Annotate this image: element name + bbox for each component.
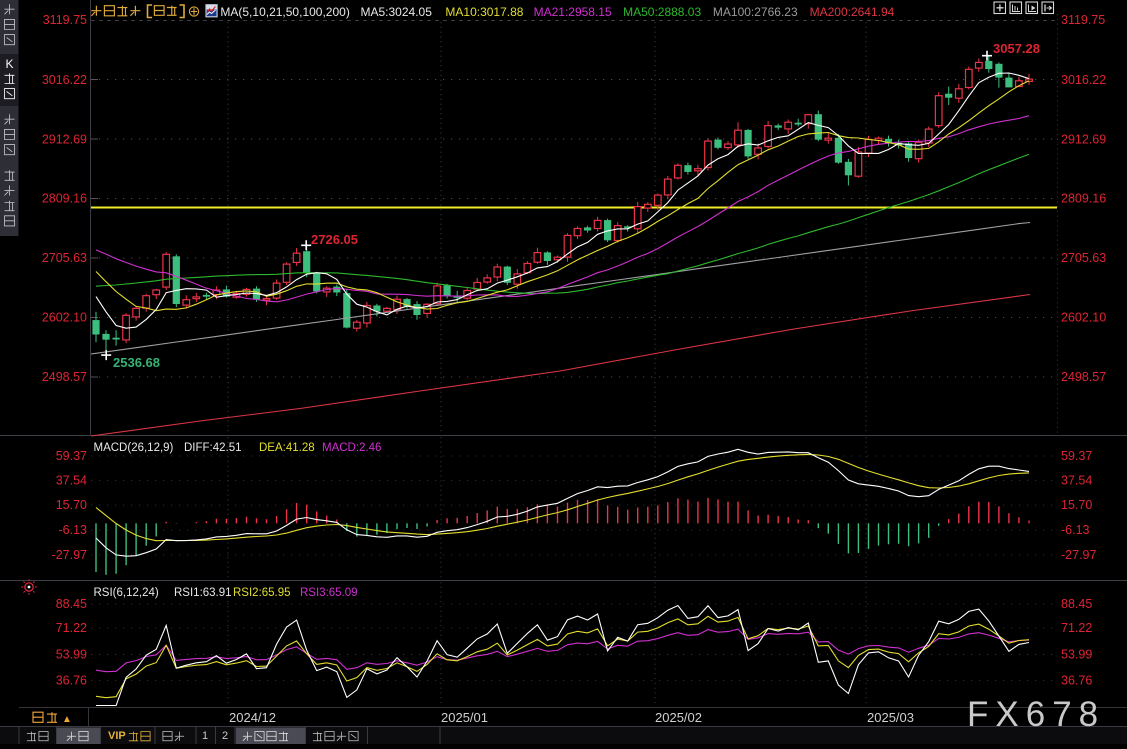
svg-text:2: 2 — [222, 730, 228, 742]
svg-text:MA50:2888.03: MA50:2888.03 — [623, 5, 701, 19]
svg-text:2536.68: 2536.68 — [113, 355, 160, 370]
svg-text:15.70: 15.70 — [1061, 498, 1092, 512]
svg-text:3057.28: 3057.28 — [993, 41, 1040, 56]
svg-text:MA10:3017.88: MA10:3017.88 — [445, 5, 523, 19]
svg-text:36.76: 36.76 — [1061, 674, 1092, 688]
svg-text:37.54: 37.54 — [56, 474, 87, 488]
svg-text:MA21:2958.15: MA21:2958.15 — [534, 5, 612, 19]
svg-text:RSI2:65.95: RSI2:65.95 — [233, 587, 291, 599]
svg-text:3119.75: 3119.75 — [1061, 13, 1105, 27]
svg-text:3119.75: 3119.75 — [43, 13, 87, 27]
svg-text:-6.13: -6.13 — [59, 523, 88, 537]
svg-text:59.37: 59.37 — [56, 449, 87, 463]
svg-text:2726.05: 2726.05 — [311, 232, 358, 247]
svg-text:71.22: 71.22 — [1061, 621, 1092, 635]
svg-text:2498.57: 2498.57 — [42, 370, 87, 384]
svg-text:53.99: 53.99 — [56, 648, 87, 662]
svg-text:DIFF:42.51: DIFF:42.51 — [184, 442, 242, 454]
svg-text:2024/12: 2024/12 — [229, 710, 276, 725]
svg-text:-6.13: -6.13 — [1061, 523, 1090, 537]
svg-text:RSI(6,12,24): RSI(6,12,24) — [94, 587, 159, 599]
svg-text:3016.22: 3016.22 — [42, 73, 87, 87]
svg-text:2025/02: 2025/02 — [655, 710, 702, 725]
svg-text:88.45: 88.45 — [56, 597, 87, 611]
svg-text:MACD(26,12,9): MACD(26,12,9) — [94, 442, 174, 454]
svg-text:37.54: 37.54 — [1061, 474, 1092, 488]
svg-text:53.99: 53.99 — [1061, 648, 1092, 662]
svg-text:2602.10: 2602.10 — [42, 311, 87, 325]
svg-text:MA(5,10,21,50,100,200): MA(5,10,21,50,100,200) — [220, 5, 349, 19]
svg-text:2025/03: 2025/03 — [867, 710, 914, 725]
svg-text:MA5:3024.05: MA5:3024.05 — [361, 5, 433, 19]
svg-text:2705.63: 2705.63 — [42, 251, 87, 265]
svg-text:2912.69: 2912.69 — [42, 133, 87, 147]
svg-text:▲: ▲ — [62, 714, 72, 725]
svg-text:2705.63: 2705.63 — [1061, 251, 1106, 265]
svg-text:RSI1:63.91: RSI1:63.91 — [174, 587, 232, 599]
svg-text:VIP: VIP — [108, 730, 126, 742]
svg-text:2809.16: 2809.16 — [42, 192, 87, 206]
svg-text:2912.69: 2912.69 — [1061, 133, 1106, 147]
svg-text:59.37: 59.37 — [1061, 449, 1092, 463]
svg-text:1: 1 — [202, 730, 208, 742]
svg-text:K: K — [5, 57, 13, 71]
svg-text:71.22: 71.22 — [56, 621, 87, 635]
svg-text:MACD:2.46: MACD:2.46 — [322, 442, 381, 454]
svg-text:15.70: 15.70 — [56, 498, 87, 512]
svg-text:2498.57: 2498.57 — [1061, 370, 1106, 384]
svg-text:RSI3:65.09: RSI3:65.09 — [300, 587, 358, 599]
svg-text:88.45: 88.45 — [1061, 597, 1092, 611]
svg-text:MA200:2641.94: MA200:2641.94 — [810, 5, 895, 19]
svg-text:-27.97: -27.97 — [1061, 548, 1096, 562]
svg-text:2809.16: 2809.16 — [1061, 192, 1106, 206]
svg-text:2025/01: 2025/01 — [441, 710, 488, 725]
svg-text:2602.10: 2602.10 — [1061, 311, 1106, 325]
svg-text:MA100:2766.23: MA100:2766.23 — [713, 5, 798, 19]
svg-text:DEA:41.28: DEA:41.28 — [259, 442, 315, 454]
svg-text:36.76: 36.76 — [56, 674, 87, 688]
svg-text:-27.97: -27.97 — [52, 548, 87, 562]
svg-text:3016.22: 3016.22 — [1061, 73, 1106, 87]
